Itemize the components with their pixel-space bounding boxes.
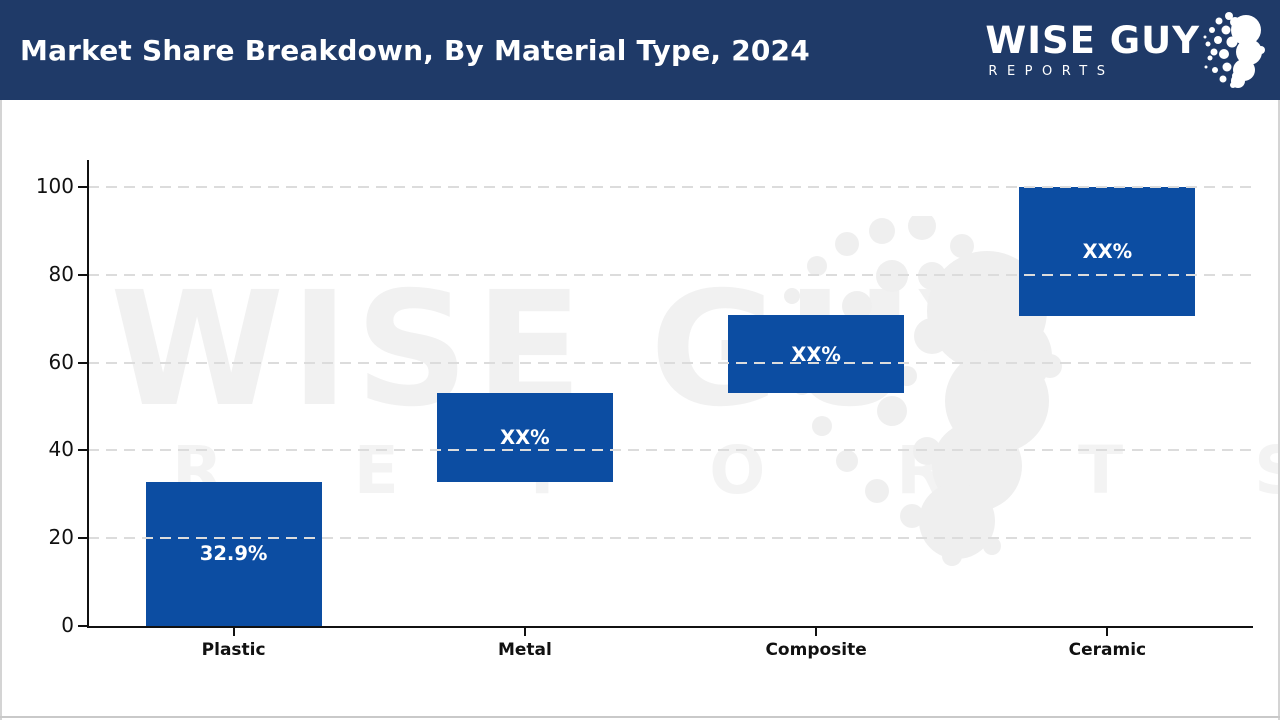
- y-tick: [78, 186, 87, 188]
- bottom-divider: [0, 716, 1280, 718]
- gridline-100: [88, 186, 1253, 188]
- header-bar: Market Share Breakdown, By Material Type…: [0, 0, 1280, 100]
- wiseguy-logo-text: WISE GUY REPORTS: [985, 22, 1200, 79]
- y-tick: [78, 361, 87, 364]
- x-tick: [523, 628, 526, 636]
- y-tick-label: 20: [48, 525, 74, 550]
- bar-composite: XX%: [728, 315, 905, 393]
- y-tick-label: 0: [61, 613, 74, 637]
- bar-value-label: XX%: [500, 425, 550, 449]
- watermark-head-icon: [780, 216, 1062, 566]
- bar-value-label: XX%: [1082, 240, 1133, 264]
- x-axis: [87, 626, 1253, 628]
- wiseguy-logo: WISE GUY REPORTS: [985, 9, 1268, 91]
- right-border: [1278, 100, 1280, 720]
- y-tick-label: 100: [35, 174, 74, 198]
- bar-value-label: XX%: [791, 342, 841, 366]
- y-tick-label: 60: [48, 349, 74, 374]
- bar-ceramic: XX%: [1019, 187, 1196, 317]
- bar-plastic: 32.9%: [145, 481, 322, 626]
- y-tick: [78, 537, 87, 540]
- x-tick: [232, 628, 235, 636]
- y-tick: [78, 625, 87, 627]
- watermark-subtitle: R E P O R T S: [172, 432, 1280, 509]
- x-tick-label: Composite: [765, 640, 867, 660]
- x-tick: [1106, 628, 1109, 636]
- wiseguy-head-icon: [1203, 12, 1265, 88]
- gridline-20: [88, 537, 1253, 540]
- y-tick-label: 80: [48, 261, 74, 286]
- gridline-80: [88, 273, 1253, 276]
- gridline-60: [88, 361, 1253, 364]
- y-tick: [78, 449, 87, 452]
- logo-wordmark: WISE GUY: [985, 18, 1200, 62]
- gridline-40: [88, 449, 1253, 452]
- y-tick: [78, 273, 87, 276]
- y-axis: [87, 160, 89, 628]
- x-tick: [815, 628, 818, 636]
- page-title: Market Share Breakdown, By Material Type…: [20, 33, 810, 67]
- bar-value-label: 32.9%: [199, 542, 268, 566]
- left-border: [0, 100, 2, 720]
- x-tick-label: Metal: [497, 640, 552, 660]
- bar-metal: XX%: [436, 392, 613, 482]
- x-tick-label: Plastic: [201, 640, 266, 660]
- logo-subtitle: REPORTS: [988, 63, 1115, 79]
- y-tick-label: 40: [48, 437, 74, 462]
- x-tick-label: Ceramic: [1068, 640, 1147, 660]
